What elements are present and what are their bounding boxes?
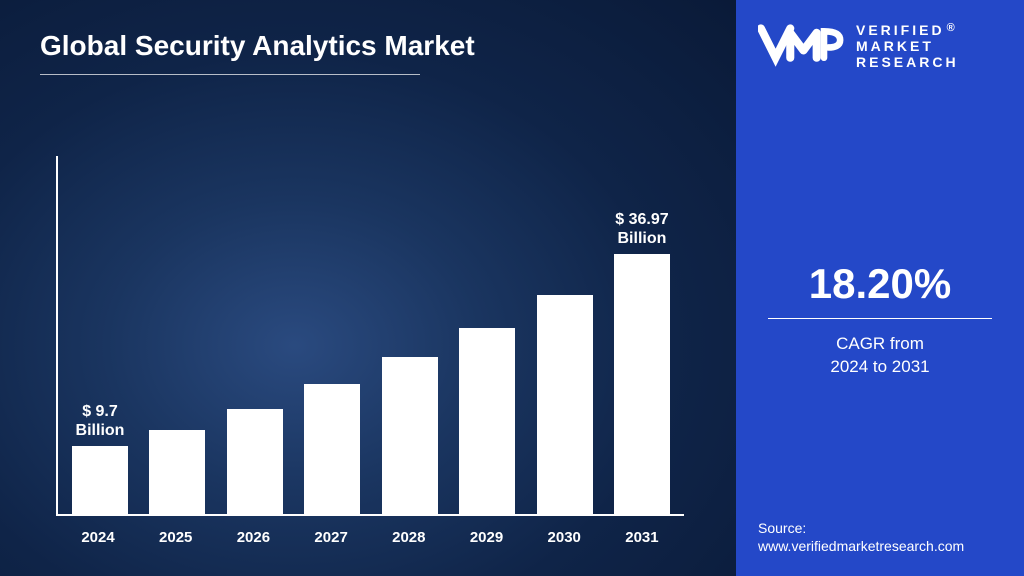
cagr-sub: CAGR from 2024 to 2031 — [758, 333, 1002, 379]
title-underline — [40, 74, 420, 75]
bar-wrap — [149, 430, 205, 514]
x-axis-labels: 2024 2025 2026 2027 2028 2029 2030 2031 — [56, 529, 684, 546]
logo-line3: RESEARCH — [856, 54, 959, 70]
bar-wrap: $ 36.97Billion — [614, 210, 670, 514]
bar — [459, 328, 515, 514]
x-label: 2029 — [459, 529, 515, 546]
bar — [227, 409, 283, 514]
bar — [149, 430, 205, 514]
side-panel: VERIFIED® MARKET RESEARCH 18.20% CAGR fr… — [736, 0, 1024, 576]
cagr-metric: 18.20% CAGR from 2024 to 2031 — [758, 260, 1002, 379]
registered-mark: ® — [947, 22, 958, 34]
bar-value-label: $ 36.97Billion — [615, 210, 668, 248]
x-label: 2025 — [148, 529, 204, 546]
bar-wrap — [382, 357, 438, 514]
bar — [537, 295, 593, 514]
bar-wrap — [537, 295, 593, 514]
bar-chart: $ 9.7Billion$ 36.97Billion 2024202520262… — [40, 116, 700, 546]
x-label: 2026 — [225, 529, 281, 546]
bar — [382, 357, 438, 514]
logo-line1: VERIFIED — [856, 22, 945, 38]
bar-wrap: $ 9.7Billion — [72, 402, 128, 514]
x-label: 2030 — [536, 529, 592, 546]
source-label: Source: — [758, 520, 964, 536]
cagr-sub-line1: CAGR from — [836, 334, 924, 353]
source: Source: www.verifiedmarketresearch.com — [758, 520, 964, 554]
cagr-sub-line2: 2024 to 2031 — [830, 357, 929, 376]
main-panel: Global Security Analytics Market $ 9.7Bi… — [0, 0, 736, 576]
x-label: 2031 — [614, 529, 670, 546]
bar-wrap — [459, 328, 515, 514]
x-label: 2028 — [381, 529, 437, 546]
logo-text: VERIFIED® MARKET RESEARCH — [856, 22, 959, 70]
x-label: 2024 — [70, 529, 126, 546]
vmr-logo-icon — [758, 22, 846, 70]
bar-wrap — [227, 409, 283, 514]
logo: VERIFIED® MARKET RESEARCH — [758, 22, 1002, 70]
bar-wrap — [304, 384, 360, 514]
bars-container: $ 9.7Billion $ 36.97Billion — [56, 156, 684, 516]
cagr-value: 18.20% — [758, 260, 1002, 308]
x-label: 2027 — [303, 529, 359, 546]
bar-value-label: $ 9.7Billion — [76, 402, 125, 440]
bar — [304, 384, 360, 514]
logo-line2: MARKET — [856, 38, 934, 54]
cagr-underline — [768, 318, 992, 319]
bar — [614, 254, 670, 514]
bar — [72, 446, 128, 514]
page-title: Global Security Analytics Market — [40, 30, 696, 62]
source-value: www.verifiedmarketresearch.com — [758, 538, 964, 554]
